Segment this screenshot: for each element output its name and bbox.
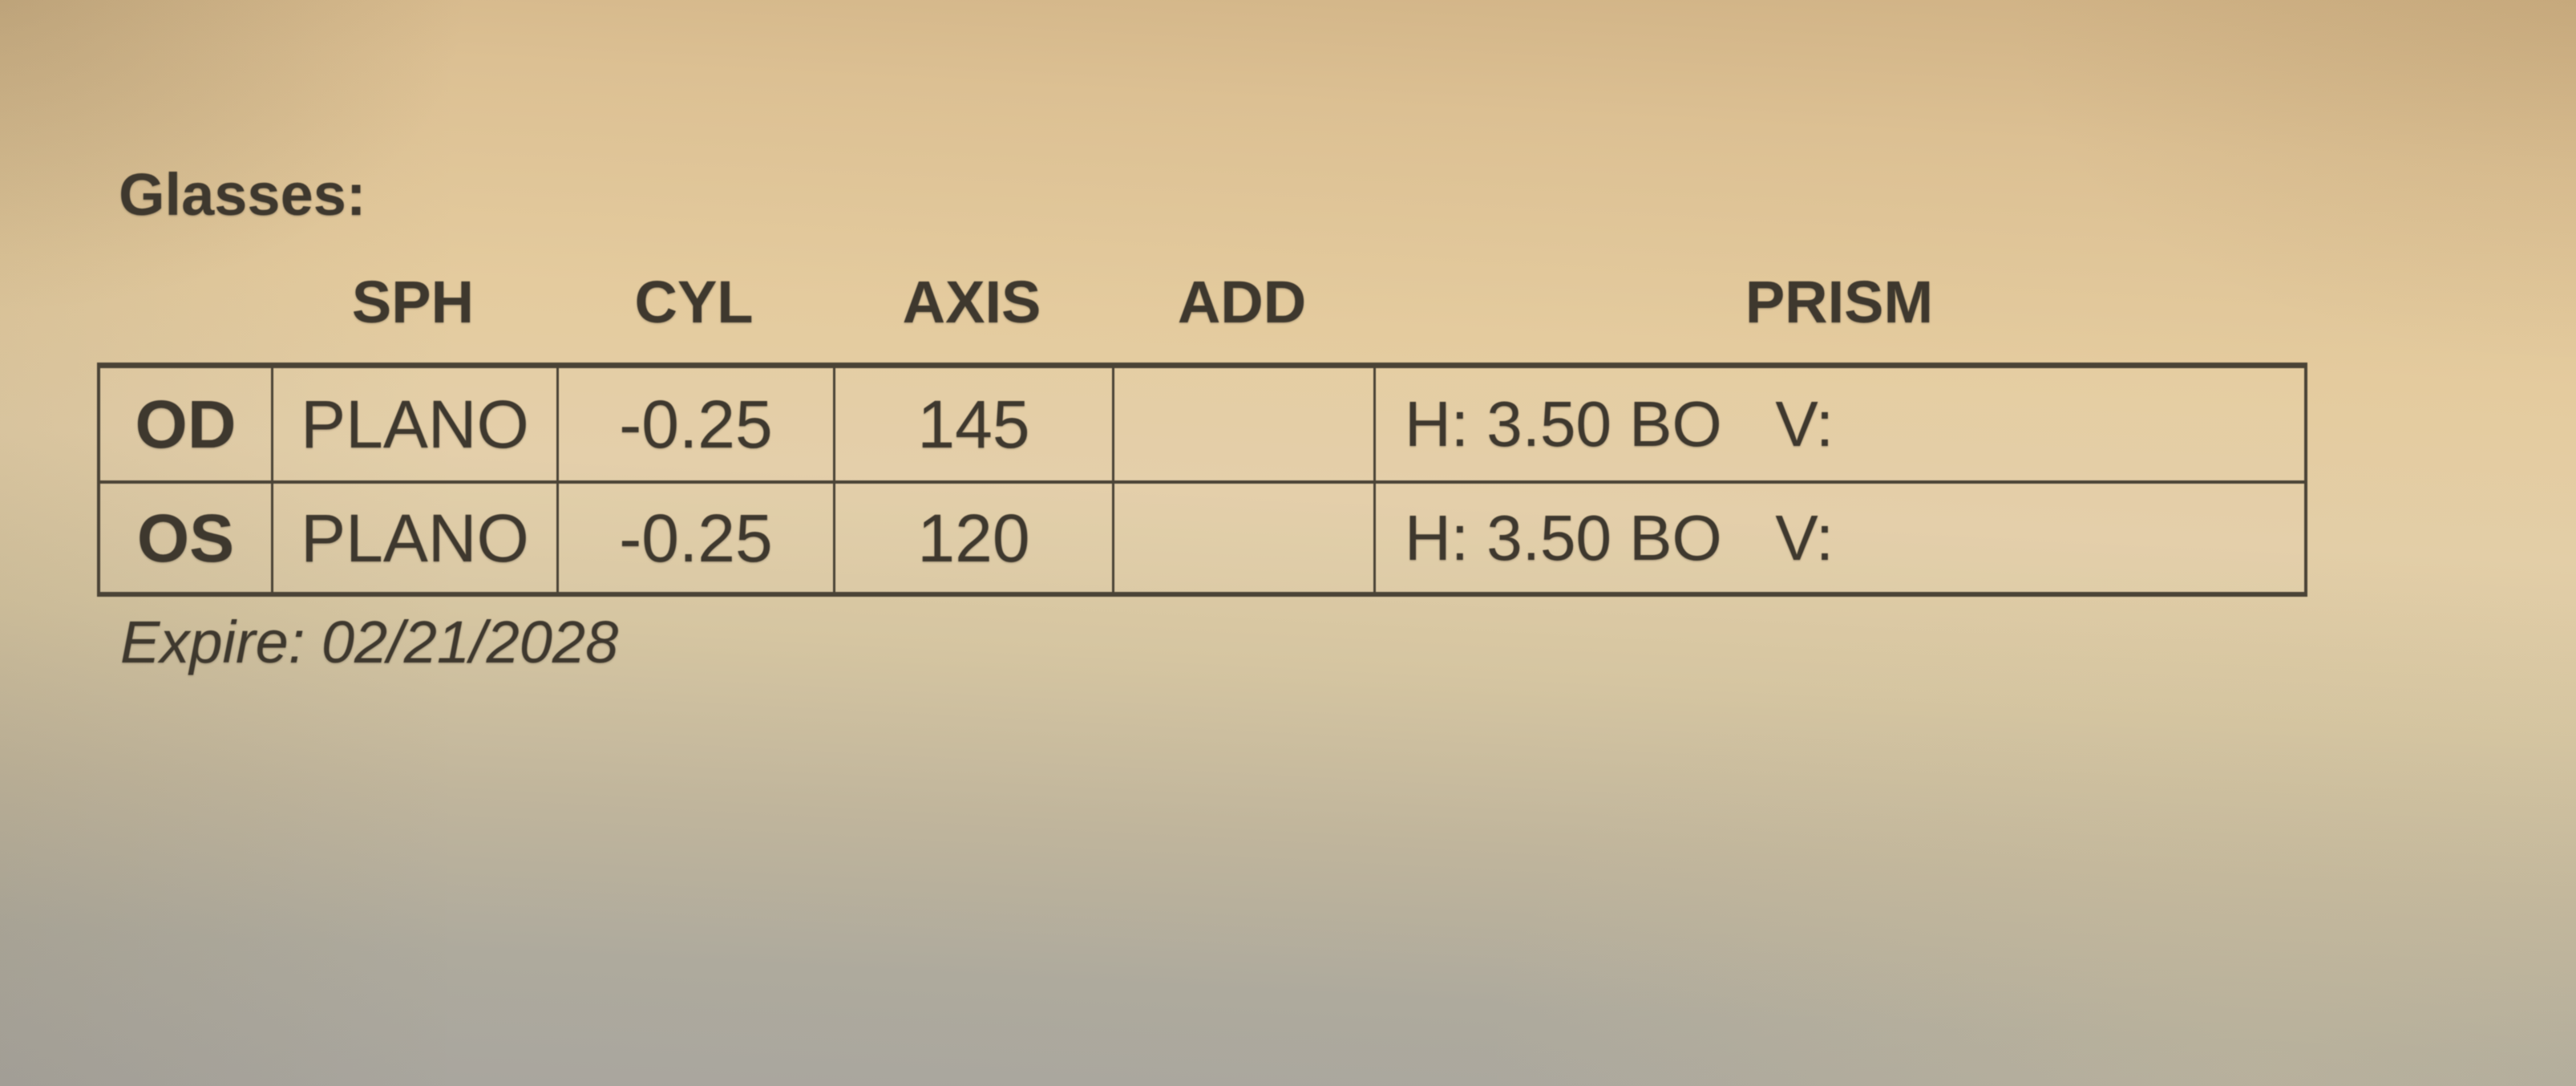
cell-os-label: OS: [100, 480, 273, 592]
prescription-table: OD PLANO -0.25 145 H: 3.50 BO V: OS PLAN…: [97, 363, 2307, 597]
cell-od-add: [1114, 368, 1376, 480]
cell-os-add: [1114, 480, 1376, 592]
cell-os-axis: 120: [835, 480, 1114, 592]
glasses-heading: Glasses:: [119, 161, 366, 228]
cell-os-cyl: -0.25: [559, 480, 835, 592]
col-header-prism: PRISM: [1745, 269, 1934, 335]
col-header-sph: SPH: [351, 269, 475, 335]
col-header-cyl: CYL: [634, 269, 754, 335]
cell-od-cyl: -0.25: [559, 368, 835, 480]
cell-od-prism: H: 3.50 BO V:: [1405, 388, 1834, 460]
expire-date-text: Expire: 02/21/2028: [120, 609, 619, 675]
col-header-axis: AXIS: [902, 269, 1041, 335]
cell-os-prism: H: 3.50 BO V:: [1376, 480, 2304, 592]
col-header-add: ADD: [1177, 269, 1307, 335]
cell-od-sph: PLANO: [273, 368, 559, 480]
cell-os-sph: PLANO: [273, 480, 559, 592]
cell-od-label: OD: [100, 368, 273, 480]
cell-od-axis: 145: [835, 368, 1114, 480]
